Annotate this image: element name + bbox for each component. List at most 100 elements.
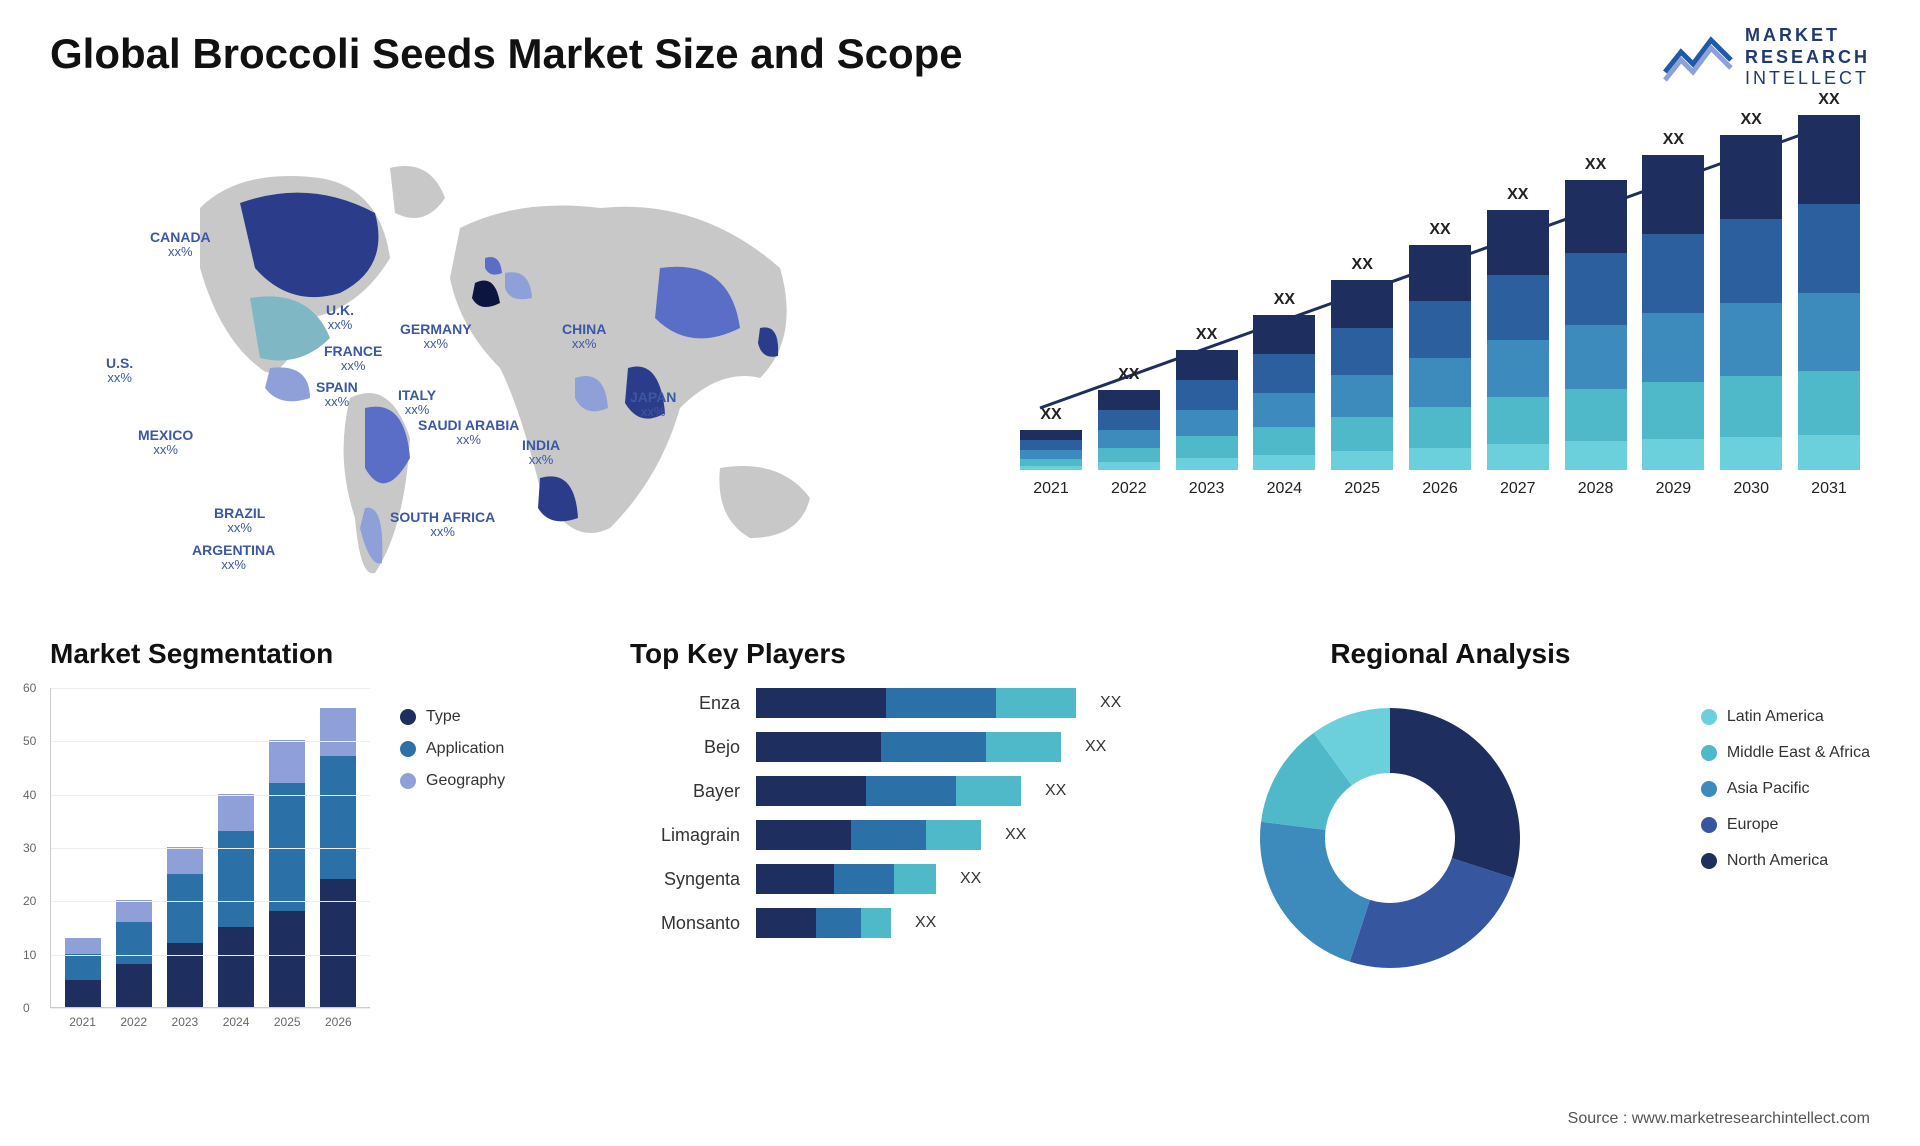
growth-bar-label: XX bbox=[1352, 256, 1373, 274]
regional-donut bbox=[1240, 688, 1540, 988]
map-label-germany: GERMANYxx% bbox=[400, 322, 472, 352]
seg-bar-2024: 2024 bbox=[218, 794, 254, 1007]
player-value: XX bbox=[1045, 782, 1066, 800]
region-legend-latin-america: Latin America bbox=[1701, 708, 1870, 726]
growth-year-label: 2031 bbox=[1811, 480, 1847, 498]
growth-year-label: 2024 bbox=[1267, 480, 1303, 498]
map-label-canada: CANADAxx% bbox=[150, 230, 211, 260]
growth-bar-label: XX bbox=[1741, 111, 1762, 129]
growth-year-label: 2025 bbox=[1344, 480, 1380, 498]
map-label-argentina: ARGENTINAxx% bbox=[192, 543, 275, 573]
regional-panel: Regional Analysis Latin America Middle Ea… bbox=[1240, 638, 1870, 1058]
growth-year-label: 2026 bbox=[1422, 480, 1458, 498]
seg-legend-geography: Geography bbox=[400, 772, 505, 790]
segmentation-title: Market Segmentation bbox=[50, 638, 580, 670]
world-map-panel: CANADAxx% U.S.xx% MEXICOxx% BRAZILxx% ARGENT… bbox=[50, 108, 970, 588]
player-value: XX bbox=[960, 870, 981, 888]
player-row-monsanto: Monsanto XX bbox=[630, 908, 1190, 938]
seg-x-tick: 2024 bbox=[218, 1015, 254, 1029]
player-name: Bayer bbox=[630, 781, 740, 802]
world-map bbox=[50, 108, 970, 588]
growth-year-label: 2027 bbox=[1500, 480, 1536, 498]
growth-bar-label: XX bbox=[1818, 91, 1839, 109]
map-label-india: INDIAxx% bbox=[522, 438, 560, 468]
player-value: XX bbox=[1005, 826, 1026, 844]
seg-legend-type: Type bbox=[400, 708, 505, 726]
donut-slice-asia-pacific bbox=[1260, 822, 1370, 962]
seg-y-tick: 60 bbox=[23, 681, 36, 695]
page-title: Global Broccoli Seeds Market Size and Sc… bbox=[50, 30, 1870, 78]
map-label-france: FRANCExx% bbox=[324, 344, 382, 374]
seg-bar-2021: 2021 bbox=[65, 938, 101, 1007]
source-attribution: Source : www.marketresearchintellect.com bbox=[1568, 1110, 1870, 1128]
seg-x-tick: 2025 bbox=[269, 1015, 305, 1029]
growth-bar-2026: XX 2026 bbox=[1409, 221, 1471, 498]
player-name: Monsanto bbox=[630, 913, 740, 934]
growth-bar-2029: XX2029 bbox=[1642, 131, 1704, 498]
segmentation-chart: 202120222023202420252026 0102030405060 bbox=[50, 688, 370, 1008]
growth-bar-2030: XX 2030 bbox=[1720, 111, 1782, 498]
region-legend-asia-pacific: Asia Pacific bbox=[1701, 780, 1870, 798]
donut-slice-north-america bbox=[1390, 708, 1520, 878]
regional-legend: Latin America Middle East & Africa Asia Pa… bbox=[1701, 708, 1870, 870]
brand-logo: MARKET RESEARCH INTELLECT bbox=[1663, 25, 1870, 90]
region-legend-middle-east---africa: Middle East & Africa bbox=[1701, 744, 1870, 762]
growth-year-label: 2022 bbox=[1111, 480, 1147, 498]
map-label-mexico: MEXICOxx% bbox=[138, 428, 193, 458]
map-label-uk: U.K.xx% bbox=[326, 303, 354, 333]
seg-x-tick: 2022 bbox=[116, 1015, 152, 1029]
player-row-enza: Enza XX bbox=[630, 688, 1190, 718]
seg-y-tick: 50 bbox=[23, 734, 36, 748]
player-value: XX bbox=[915, 914, 936, 932]
growth-bar-2031: XX 2031 bbox=[1798, 91, 1860, 498]
player-row-bejo: Bejo XX bbox=[630, 732, 1190, 762]
map-label-saudiarabia: SAUDI ARABIAxx% bbox=[418, 418, 519, 448]
seg-x-tick: 2026 bbox=[320, 1015, 356, 1029]
players-panel: Top Key Players EnzaXXBejoXXBayerXXLimag… bbox=[630, 638, 1190, 1058]
growth-bar-2025: XX 2025 bbox=[1331, 256, 1393, 498]
growth-bar-label: XX bbox=[1196, 326, 1217, 344]
logo-text: MARKET RESEARCH INTELLECT bbox=[1745, 25, 1870, 90]
map-label-china: CHINAxx% bbox=[562, 322, 606, 352]
regional-title: Regional Analysis bbox=[1240, 638, 1661, 670]
map-label-us: U.S.xx% bbox=[106, 356, 133, 386]
player-name: Syngenta bbox=[630, 869, 740, 890]
map-label-southafrica: SOUTH AFRICAxx% bbox=[390, 510, 495, 540]
growth-year-label: 2023 bbox=[1189, 480, 1225, 498]
growth-year-label: 2028 bbox=[1578, 480, 1614, 498]
player-name: Bejo bbox=[630, 737, 740, 758]
growth-bars-container: XX2021XX2022XX2023XX2024XX2025XX2026XX20… bbox=[1010, 108, 1870, 498]
growth-bar-2023: XX 2023 bbox=[1176, 326, 1238, 498]
map-label-brazil: BRAZILxx% bbox=[214, 506, 265, 536]
seg-y-tick: 0 bbox=[23, 1001, 30, 1015]
players-title: Top Key Players bbox=[630, 638, 1190, 670]
player-row-limagrain: Limagrain XX bbox=[630, 820, 1190, 850]
map-label-italy: ITALYxx% bbox=[398, 388, 436, 418]
growth-bar-label: XX bbox=[1429, 221, 1450, 239]
player-name: Limagrain bbox=[630, 825, 740, 846]
seg-bar-2023: 2023 bbox=[167, 847, 203, 1007]
seg-y-tick: 30 bbox=[23, 841, 36, 855]
seg-x-tick: 2021 bbox=[65, 1015, 101, 1029]
player-name: Enza bbox=[630, 693, 740, 714]
player-row-syngenta: Syngenta XX bbox=[630, 864, 1190, 894]
seg-y-tick: 20 bbox=[23, 894, 36, 908]
seg-bar-2026: 2026 bbox=[320, 708, 356, 1007]
growth-year-label: 2030 bbox=[1733, 480, 1769, 498]
player-value: XX bbox=[1085, 738, 1106, 756]
segmentation-panel: Market Segmentation 2021 2022 2023 2024 2025… bbox=[50, 638, 580, 1058]
seg-bar-2025: 2025 bbox=[269, 740, 305, 1007]
seg-legend-application: Application bbox=[400, 740, 505, 758]
growth-bar-2024: XX2024 bbox=[1253, 291, 1315, 498]
seg-y-tick: 10 bbox=[23, 948, 36, 962]
growth-bar-2027: XX 2027 bbox=[1487, 186, 1549, 498]
seg-y-tick: 40 bbox=[23, 788, 36, 802]
region-legend-north-america: North America bbox=[1701, 852, 1870, 870]
growth-bar-label: XX bbox=[1507, 186, 1528, 204]
growth-bar-label: XX bbox=[1585, 156, 1606, 174]
map-label-japan: JAPANxx% bbox=[630, 390, 676, 420]
growth-chart-panel: XX2021XX2022XX2023XX2024XX2025XX2026XX20… bbox=[1010, 108, 1870, 588]
players-rows: Enza XX Bejo XX Bayer XX Limagrain XX Syngenta XX… bbox=[630, 688, 1190, 938]
player-value: XX bbox=[1100, 694, 1121, 712]
growth-bar-2022: XX2022 bbox=[1098, 366, 1160, 498]
